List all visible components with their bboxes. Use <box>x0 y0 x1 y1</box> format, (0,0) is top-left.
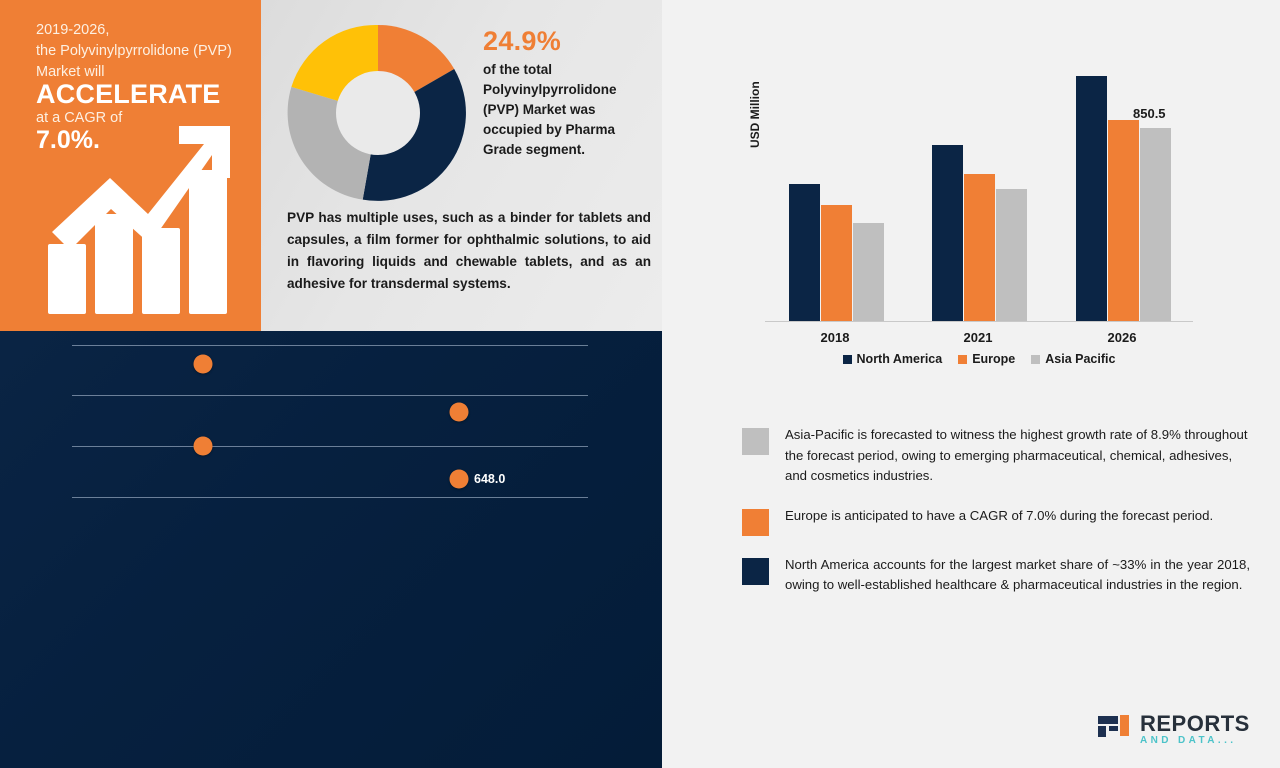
donut-stat-panel: 24.9% of the total Polyvinylpyrrolidone … <box>261 0 662 331</box>
dot-chart-gridline <box>72 446 588 447</box>
bar-x-category-2018: 2018 <box>820 330 850 345</box>
dot-chart-gridline <box>72 497 588 498</box>
legend-swatch-icon <box>958 354 968 364</box>
insight-text: Europe is anticipated to have a CAGR of … <box>785 507 1214 523</box>
logo-sub-text: AND DATA... <box>1140 735 1237 746</box>
insight-asia-pacific: Asia-Pacific is forecasted to witness th… <box>742 425 1250 487</box>
dot-powder-2026 <box>449 469 469 489</box>
bar-2021-asia-pacific <box>996 189 1027 321</box>
dot-chart-gridline <box>72 345 588 346</box>
cagr-prefix-label: at a CAGR of <box>36 110 123 126</box>
donut-hole <box>336 71 420 155</box>
logo-wordmark: REPORTS AND DATA... <box>1140 712 1250 747</box>
bar-value-label: 850.5 <box>1133 106 1166 121</box>
bar-chart-baseline <box>765 321 1193 322</box>
legend-label: North America <box>856 352 943 366</box>
legend-swatch-icon <box>1031 354 1041 364</box>
growth-arrow-bars-icon <box>48 126 230 314</box>
legend-item-north-america[interactable]: North America <box>842 352 943 366</box>
legend-label: Europe <box>972 352 1016 366</box>
accelerate-line3: Market will <box>36 64 105 80</box>
legend-item-europe[interactable]: Europe <box>958 352 1015 366</box>
form-segment-dot-chart <box>0 331 662 591</box>
dot-chart-gridline <box>72 395 588 396</box>
bar-2018-north-america <box>789 184 820 321</box>
donut-chart <box>285 20 471 206</box>
bar-x-category-2026: 2026 <box>1107 330 1137 345</box>
legend-swatch-icon <box>842 354 852 364</box>
reports-and-data-logo-icon <box>1098 715 1129 737</box>
bar-2021-north-america <box>932 145 963 321</box>
insight-color-chip-north-america <box>742 557 769 585</box>
cagr-value: 7.0%. <box>36 126 100 154</box>
insight-text: North America accounts for the largest m… <box>785 556 1250 593</box>
pvp-uses-paragraph: PVP has multiple uses, such as a binder … <box>287 210 651 291</box>
accelerate-panel: 2019-2026, the Polyvinylpyrrolidone (PVP… <box>0 0 261 331</box>
insight-text: Asia-Pacific is forecasted to witness th… <box>785 427 1248 483</box>
bar-x-category-2021: 2021 <box>963 330 993 345</box>
bar-2026-asia-pacific <box>1140 128 1171 321</box>
dot-powder-2017 <box>449 402 469 422</box>
accelerate-line2: the Polyvinylpyrrolidone (PVP) <box>36 43 232 59</box>
bar-2018-asia-pacific <box>853 223 884 321</box>
dot-liquid-2017 <box>193 354 213 374</box>
dot-value-label: 648.0 <box>474 472 506 486</box>
insight-europe: Europe is anticipated to have a CAGR of … <box>742 506 1250 536</box>
insight-north-america: North America accounts for the largest m… <box>742 555 1250 596</box>
bar-2021-europe <box>964 174 995 321</box>
legend-label: Asia Pacific <box>1045 352 1116 366</box>
reports-and-data-logo[interactable]: REPORTS AND DATA... <box>1098 712 1250 747</box>
form-segment-panel: 648.0 Liquid Powder 2017 2026 The liquid… <box>0 331 662 768</box>
regional-insights: Asia-Pacific is forecasted to witness th… <box>742 425 1250 615</box>
insight-color-chip-europe <box>742 508 769 536</box>
donut-stat-percent: 24.9% <box>483 26 562 56</box>
bar-2018-europe <box>821 205 852 321</box>
bar-2026-north-america <box>1076 76 1107 321</box>
accelerate-line1: 2019-2026, <box>36 22 110 38</box>
accelerate-intro-text: 2019-2026, the Polyvinylpyrrolidone (PVP… <box>36 20 251 83</box>
donut-slice-2 <box>362 69 466 201</box>
dot-liquid-2026 <box>193 436 213 456</box>
insight-color-chip-asia-pacific <box>742 428 769 455</box>
legend-item-asia-pacific[interactable]: Asia Pacific <box>1031 352 1115 366</box>
bar-2026-europe <box>1108 120 1139 321</box>
bar-chart-y-axis-label: USD Million <box>748 81 762 148</box>
donut-stat-description: of the total Polyvinylpyrrolidone (PVP) … <box>483 62 617 157</box>
bar-chart-legend: North America Europe Asia Pacific <box>765 352 1193 366</box>
accelerate-headline: ACCELERATE <box>36 79 221 109</box>
logo-main-text: REPORTS <box>1140 711 1250 736</box>
